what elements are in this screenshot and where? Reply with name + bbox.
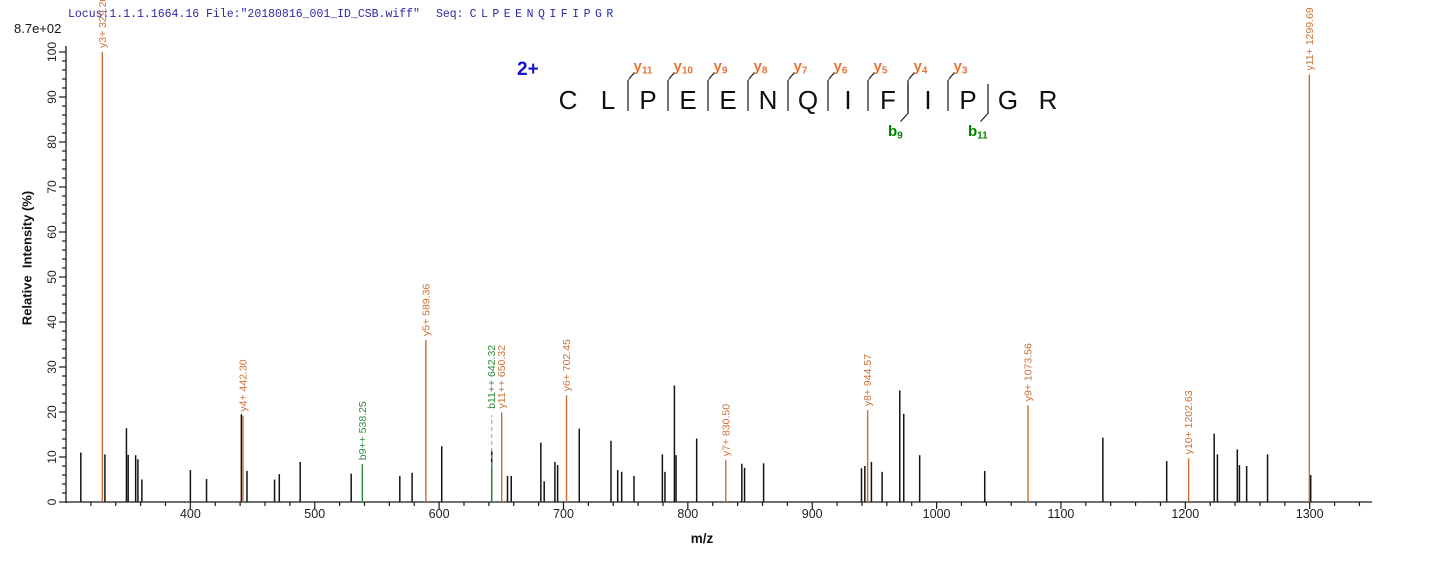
residue-letter: I [844,85,851,115]
b-fragment-slash [980,113,988,122]
residue-letter: E [719,85,736,115]
x-tick-label: 400 [180,507,201,521]
y-ion-label: y7 [794,58,808,77]
x-tick-label: 1300 [1296,507,1324,521]
x-tick-label: 1000 [923,507,951,521]
y-tick-label: 90 [45,90,59,104]
residue-letter: C [559,85,578,115]
peak-label: y6+ 702.45 [561,339,573,391]
seq-label: Seq: [435,8,464,21]
peak-label: y10+ 1202.63 [1183,390,1195,454]
residue-letter: N [759,85,778,115]
x-tick-label: 800 [677,507,698,521]
y-tick-label: 40 [45,315,59,329]
y-ion-label: y9 [714,58,728,77]
x-tick-label: 900 [802,507,823,521]
y-fragment-slash [948,72,955,80]
residue-letter: P [959,85,976,115]
y-tick-label: 10 [45,450,59,464]
peak-label: y3+ 329.20 [97,0,109,48]
peak-label: y11+ 1299.69 [1304,7,1316,70]
y-fragment-slash [868,72,875,80]
peak-label: y9+ 1073.56 [1023,343,1035,401]
residue-letter: E [679,85,696,115]
b-ion-label: b9 [888,123,903,142]
residue-letter: I [924,85,931,115]
y-ion-label: y11 [634,58,653,77]
y-ion-label: y10 [674,58,694,77]
y-tick-label: 30 [45,360,59,374]
y-fragment-slash [628,72,635,80]
peak-label: y7+ 830.50 [720,404,732,456]
y-ion-label: y8 [754,58,768,77]
y-tick-label: 100 [45,42,59,62]
y-tick-label: 0 [45,498,59,505]
y-scale-exponent: 8.7e+02 [14,21,62,36]
x-tick-label: 1100 [1048,507,1075,521]
peak-label: y5+ 589.36 [420,284,432,336]
y-tick-label: 60 [45,225,59,239]
y-tick-label: 70 [45,180,59,194]
residue-letter: Q [798,85,818,115]
y-fragment-slash [668,72,675,80]
x-tick-label: 500 [304,507,325,521]
residue-letter: P [639,85,656,115]
peak-label: b11++ 642.32 [486,345,498,409]
x-tick-label: 700 [553,507,574,521]
sequence-header: Seq: CLPEENQIFIPGR [436,8,618,21]
peak-label: b9++ 538.25 [357,401,369,460]
y-fragment-slash [788,72,795,80]
peak-label: y8+ 944.57 [862,354,874,406]
y-fragment-slash [828,72,835,80]
b-ion-label: b11 [968,123,988,142]
y-fragment-slash [748,72,755,80]
header: Locus:1.1.1.1664.16 File:"20180816_001_I… [68,8,618,21]
x-axis-title: m/z [690,531,714,546]
precursor-charge-label: 2+ [517,59,539,80]
residue-letter: F [880,85,896,115]
y-ion-label: y5 [874,58,888,77]
residue-letter: R [1039,85,1058,115]
x-tick-label: 600 [429,507,450,521]
x-tick-label: 1200 [1171,507,1199,521]
y-tick-label: 20 [45,405,59,419]
seq-value: CLPEENQIFIPGR [469,8,618,21]
residue-letter: L [601,85,615,115]
residue-letter: G [998,85,1018,115]
y-fragment-slash [908,72,915,80]
y-tick-label: 50 [45,270,59,284]
b-fragment-slash [900,113,908,122]
peak-label: y11++ 650.32 [496,345,508,409]
y-ion-label: y3 [954,58,968,77]
y-tick-label: 80 [45,135,59,149]
y-fragment-slash [708,72,715,80]
peak-label: y4+ 442.30 [237,359,249,411]
locus-file-text: Locus:1.1.1.1664.16 File:"20180816_001_I… [68,8,420,21]
y-ion-label: y6 [834,58,848,77]
y-ion-label: y4 [914,58,928,77]
